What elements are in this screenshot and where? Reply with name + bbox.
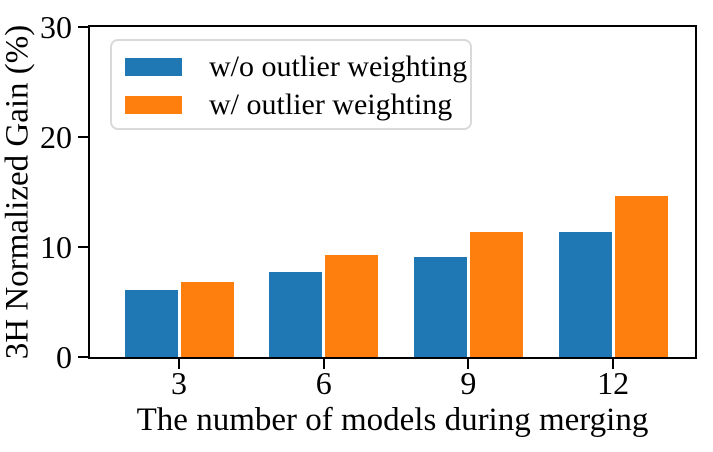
legend-row: w/o outlier weighting <box>125 48 470 86</box>
legend-label: w/ outlier weighting <box>209 88 453 121</box>
legend-row: w/ outlier weighting <box>125 86 470 124</box>
y-tick-mark <box>78 136 88 138</box>
x-tick-mark <box>612 359 615 369</box>
y-tick-mark <box>78 246 88 248</box>
plot-area: w/o outlier weighting w/ outlier weightin… <box>88 25 697 359</box>
x-tick-mark <box>178 359 180 369</box>
x-tick-mark <box>322 359 325 369</box>
x-axis-label: The number of models during merging <box>136 402 649 438</box>
y-tick-label: 20 <box>40 119 72 155</box>
y-tick-mark <box>78 26 88 28</box>
bar-without-outlier-weighting <box>558 232 612 357</box>
y-tick-label: 0 <box>56 339 72 375</box>
legend-swatch-blue <box>125 58 182 76</box>
bar-with-outlier-weighting <box>180 282 234 357</box>
y-tick-mark <box>78 356 88 358</box>
bar-without-outlier-weighting <box>124 290 178 357</box>
x-tick-label: 3 <box>171 365 187 401</box>
bar-without-outlier-weighting <box>413 257 467 357</box>
legend-label: w/o outlier weighting <box>209 50 468 83</box>
bar-without-outlier-weighting <box>269 272 323 357</box>
x-tick-mark <box>467 359 470 369</box>
bar-with-outlier-weighting <box>325 255 379 357</box>
x-tick-label: 6 <box>315 365 332 401</box>
x-tick-label: 9 <box>460 365 477 401</box>
y-tick-label: 10 <box>40 229 72 265</box>
bar-with-outlier-weighting <box>469 232 523 357</box>
legend: w/o outlier weighting w/ outlier weightin… <box>110 39 472 130</box>
y-tick-label: 30 <box>40 9 72 45</box>
x-tick-label: 12 <box>597 365 630 401</box>
y-axis-label: 3H Normalized Gain (%) <box>0 24 36 360</box>
bar-with-outlier-weighting <box>614 196 668 357</box>
legend-swatch-orange <box>125 96 182 114</box>
